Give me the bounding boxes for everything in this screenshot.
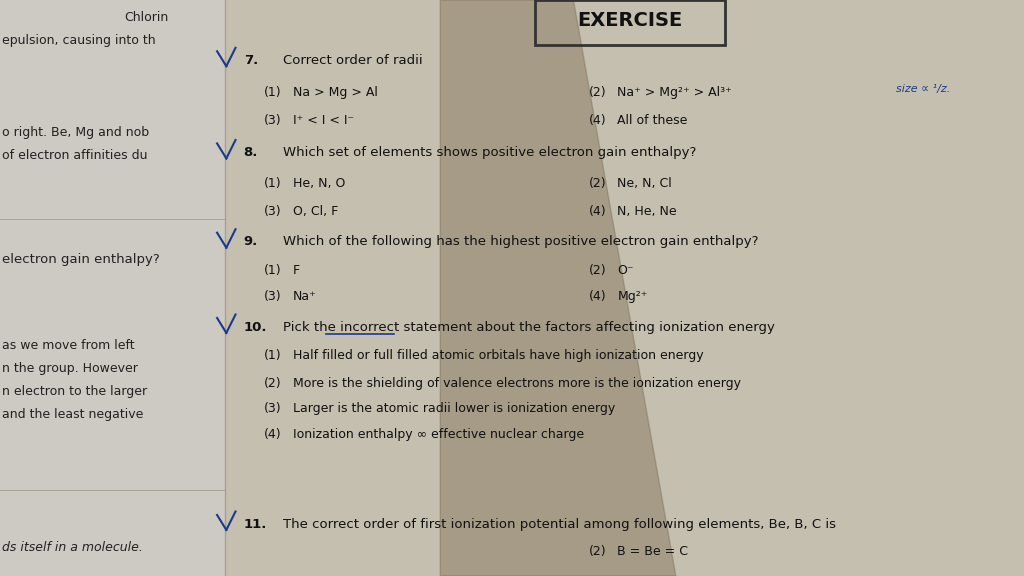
Text: Chlorin: Chlorin <box>124 11 168 24</box>
Text: Na⁺: Na⁺ <box>293 290 316 303</box>
Text: I⁺ < I < I⁻: I⁺ < I < I⁻ <box>293 115 354 127</box>
Text: Na > Mg > Al: Na > Mg > Al <box>293 86 378 98</box>
Text: (4): (4) <box>589 205 606 218</box>
Text: electron gain enthalpy?: electron gain enthalpy? <box>2 253 160 266</box>
Text: Which of the following has the highest positive electron gain enthalpy?: Which of the following has the highest p… <box>283 236 758 248</box>
Text: 9.: 9. <box>244 236 258 248</box>
Text: Pick the incorrect statement about the factors affecting ionization energy: Pick the incorrect statement about the f… <box>283 321 774 334</box>
Text: ds itself in a molecule.: ds itself in a molecule. <box>2 541 143 554</box>
Text: O, Cl, F: O, Cl, F <box>293 205 338 218</box>
Text: (3): (3) <box>264 403 282 415</box>
Text: 11.: 11. <box>244 518 267 530</box>
Text: F: F <box>293 264 300 277</box>
Text: B = Be = C: B = Be = C <box>617 545 688 558</box>
Text: (3): (3) <box>264 290 282 303</box>
Text: EXERCISE: EXERCISE <box>578 11 682 29</box>
Text: (1): (1) <box>264 349 282 362</box>
Text: Which set of elements shows positive electron gain enthalpy?: Which set of elements shows positive ele… <box>283 146 696 159</box>
Text: Correct order of radii: Correct order of radii <box>283 54 422 67</box>
Text: Larger is the atomic radii lower is ionization energy: Larger is the atomic radii lower is ioni… <box>293 403 615 415</box>
Text: The correct order of first ionization potential among following elements, Be, B,: The correct order of first ionization po… <box>283 518 836 530</box>
Text: as we move from left: as we move from left <box>2 339 135 352</box>
Text: (1): (1) <box>264 177 282 190</box>
Text: (2): (2) <box>589 264 606 277</box>
Text: (4): (4) <box>589 115 606 127</box>
Text: (1): (1) <box>264 264 282 277</box>
Text: N, He, Ne: N, He, Ne <box>617 205 677 218</box>
Text: of electron affinities du: of electron affinities du <box>2 149 147 162</box>
Text: Ionization enthalpy ∞ effective nuclear charge: Ionization enthalpy ∞ effective nuclear … <box>293 429 584 441</box>
Text: epulsion, causing into th: epulsion, causing into th <box>2 34 156 47</box>
Text: n electron to the larger: n electron to the larger <box>2 385 147 398</box>
Text: (2): (2) <box>589 86 606 98</box>
Text: All of these: All of these <box>617 115 688 127</box>
Text: (4): (4) <box>589 290 606 303</box>
Text: (3): (3) <box>264 205 282 218</box>
Text: 8.: 8. <box>244 146 258 159</box>
Polygon shape <box>440 0 676 576</box>
Text: size ∝ ¹/z.: size ∝ ¹/z. <box>896 84 950 94</box>
Text: (3): (3) <box>264 115 282 127</box>
Text: O⁻: O⁻ <box>617 264 634 277</box>
Text: (2): (2) <box>589 545 606 558</box>
Text: n the group. However: n the group. However <box>2 362 138 375</box>
Text: Half filled or full filled atomic orbitals have high ionization energy: Half filled or full filled atomic orbita… <box>293 349 703 362</box>
FancyBboxPatch shape <box>225 0 1024 576</box>
Text: Ne, N, Cl: Ne, N, Cl <box>617 177 672 190</box>
Text: (2): (2) <box>264 377 282 389</box>
Text: o right. Be, Mg and nob: o right. Be, Mg and nob <box>2 126 150 139</box>
Text: (2): (2) <box>589 177 606 190</box>
Text: (4): (4) <box>264 429 282 441</box>
Text: He, N, O: He, N, O <box>293 177 345 190</box>
Text: 7.: 7. <box>244 54 258 67</box>
Text: Na⁺ > Mg²⁺ > Al³⁺: Na⁺ > Mg²⁺ > Al³⁺ <box>617 86 732 98</box>
Text: (1): (1) <box>264 86 282 98</box>
Text: and the least negative: and the least negative <box>2 408 143 421</box>
Text: More is the shielding of valence electrons more is the ionization energy: More is the shielding of valence electro… <box>293 377 741 389</box>
Text: 10.: 10. <box>244 321 267 334</box>
FancyBboxPatch shape <box>0 0 225 576</box>
Text: Mg²⁺: Mg²⁺ <box>617 290 648 303</box>
